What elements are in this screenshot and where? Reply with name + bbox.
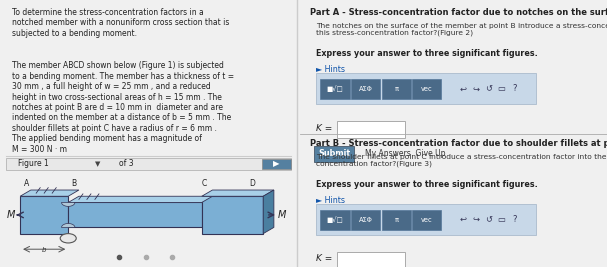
Text: The shoulder fillets at point C introduce a stress-concentration factor into the: The shoulder fillets at point C introduc…	[316, 154, 607, 167]
Text: π: π	[395, 217, 398, 223]
Text: ► Hints: ► Hints	[316, 65, 345, 74]
Text: ■√□: ■√□	[327, 85, 344, 92]
FancyBboxPatch shape	[382, 210, 411, 230]
Text: ↩: ↩	[459, 215, 466, 224]
Text: Part A - Stress-concentration factor due to notches on the surface at point B: Part A - Stress-concentration factor due…	[310, 8, 607, 17]
FancyBboxPatch shape	[351, 210, 380, 230]
Circle shape	[60, 234, 76, 243]
Text: ΑΣΦ: ΑΣΦ	[359, 217, 373, 223]
Text: vec: vec	[421, 217, 433, 223]
Text: ↺: ↺	[485, 84, 492, 93]
Text: Part B - Stress-concentration factor due to shoulder fillets at point C: Part B - Stress-concentration factor due…	[310, 139, 607, 148]
Text: D: D	[249, 179, 256, 188]
Polygon shape	[263, 190, 274, 234]
Text: ▶: ▶	[273, 159, 280, 168]
Text: Express your answer to three significant figures.: Express your answer to three significant…	[316, 49, 538, 58]
Text: The notches on the surface of the member at point B introduce a stress-concentra: The notches on the surface of the member…	[316, 23, 607, 36]
Text: b: b	[42, 247, 47, 253]
FancyBboxPatch shape	[337, 252, 405, 267]
Text: ?: ?	[512, 215, 517, 224]
Polygon shape	[20, 190, 79, 196]
FancyBboxPatch shape	[382, 79, 411, 99]
Text: vec: vec	[421, 86, 433, 92]
Text: M: M	[7, 210, 15, 220]
Text: K =: K =	[316, 124, 332, 133]
Polygon shape	[68, 196, 212, 202]
FancyBboxPatch shape	[337, 121, 405, 138]
Text: ?: ?	[512, 84, 517, 93]
Text: Submit: Submit	[318, 149, 350, 158]
Polygon shape	[202, 190, 274, 196]
FancyBboxPatch shape	[314, 146, 354, 162]
Text: Express your answer to three significant figures.: Express your answer to three significant…	[316, 180, 538, 189]
FancyBboxPatch shape	[316, 204, 537, 235]
Text: ↩: ↩	[459, 84, 466, 93]
Text: ▭: ▭	[498, 84, 506, 93]
FancyBboxPatch shape	[320, 79, 350, 99]
Text: A: A	[24, 179, 30, 188]
Text: ↪: ↪	[472, 215, 480, 224]
FancyBboxPatch shape	[202, 196, 263, 234]
Text: The member ABCD shown below (Figure 1) is subjected
to a bending moment. The mem: The member ABCD shown below (Figure 1) i…	[12, 61, 234, 154]
Text: ↺: ↺	[485, 215, 492, 224]
FancyBboxPatch shape	[68, 202, 202, 227]
FancyBboxPatch shape	[320, 210, 350, 230]
FancyBboxPatch shape	[20, 196, 68, 234]
Text: ΑΣΦ: ΑΣΦ	[359, 86, 373, 92]
FancyBboxPatch shape	[412, 79, 441, 99]
Polygon shape	[61, 202, 75, 206]
Text: Figure 1: Figure 1	[18, 159, 49, 168]
Text: ► Hints: ► Hints	[316, 196, 345, 205]
Text: K =: K =	[316, 254, 332, 264]
Text: To determine the stress-concentration factors in a
notched member with a nonunif: To determine the stress-concentration fa…	[12, 8, 229, 38]
FancyBboxPatch shape	[412, 210, 441, 230]
Text: ▼: ▼	[95, 161, 101, 167]
Text: M: M	[278, 210, 286, 220]
Polygon shape	[61, 223, 75, 227]
Text: of 3: of 3	[119, 159, 134, 168]
FancyBboxPatch shape	[6, 158, 291, 170]
Text: My Answers  Give Up: My Answers Give Up	[365, 149, 446, 158]
Text: ↪: ↪	[472, 84, 480, 93]
Text: B: B	[71, 179, 76, 188]
FancyBboxPatch shape	[262, 159, 291, 169]
FancyBboxPatch shape	[316, 73, 537, 104]
Text: ▭: ▭	[498, 215, 506, 224]
Text: C: C	[202, 179, 207, 188]
Text: ■√□: ■√□	[327, 216, 344, 223]
Text: π: π	[395, 86, 398, 92]
FancyBboxPatch shape	[351, 79, 380, 99]
